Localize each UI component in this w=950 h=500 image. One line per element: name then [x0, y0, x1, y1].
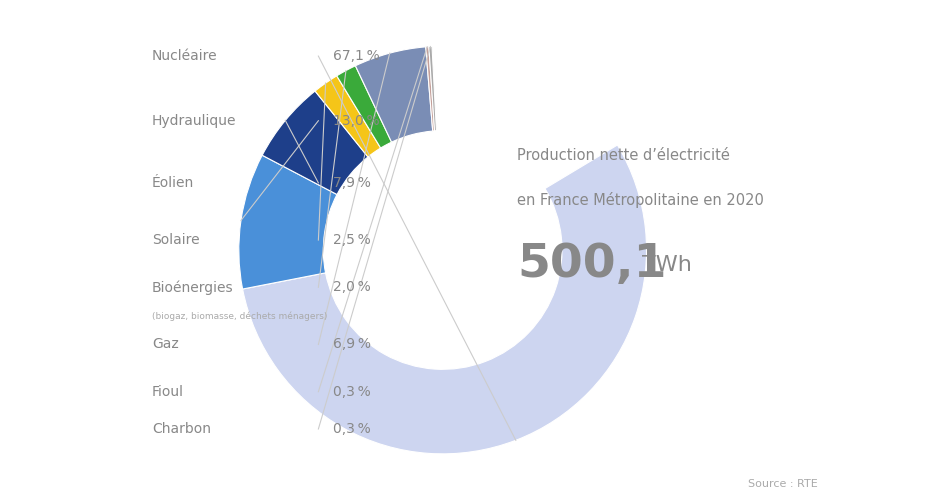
- Text: 13,0 %: 13,0 %: [333, 114, 380, 128]
- Text: en France Métropolitaine en 2020: en France Métropolitaine en 2020: [517, 192, 764, 208]
- Wedge shape: [315, 76, 381, 157]
- Text: Charbon: Charbon: [152, 422, 211, 436]
- Text: 2,5 %: 2,5 %: [333, 233, 371, 247]
- Text: 7,9 %: 7,9 %: [333, 176, 371, 190]
- Text: 500,1: 500,1: [517, 242, 667, 288]
- Text: 0,3 %: 0,3 %: [333, 422, 371, 436]
- Wedge shape: [336, 66, 391, 148]
- Wedge shape: [355, 47, 432, 142]
- Text: 0,3 %: 0,3 %: [333, 384, 371, 398]
- Text: Nucléaire: Nucléaire: [152, 49, 218, 63]
- Text: TWh: TWh: [641, 255, 692, 275]
- Text: 2,0 %: 2,0 %: [333, 280, 371, 294]
- Text: Gaz: Gaz: [152, 338, 179, 351]
- Text: Éolien: Éolien: [152, 176, 194, 190]
- Wedge shape: [428, 46, 436, 131]
- Wedge shape: [262, 91, 368, 194]
- Wedge shape: [238, 155, 337, 289]
- Text: Source : RTE: Source : RTE: [749, 478, 818, 488]
- Text: Fioul: Fioul: [152, 384, 183, 398]
- Text: Production nette d’électricité: Production nette d’électricité: [517, 148, 731, 163]
- Wedge shape: [242, 145, 647, 454]
- Text: Bioénergies: Bioénergies: [152, 280, 234, 294]
- Text: (biogaz, biomasse, déchets ménagers): (biogaz, biomasse, déchets ménagers): [152, 311, 327, 320]
- Text: Solaire: Solaire: [152, 233, 200, 247]
- Text: 67,1 %: 67,1 %: [333, 49, 380, 63]
- Wedge shape: [426, 46, 434, 131]
- Text: 6,9 %: 6,9 %: [333, 338, 371, 351]
- Text: Hydraulique: Hydraulique: [152, 114, 237, 128]
